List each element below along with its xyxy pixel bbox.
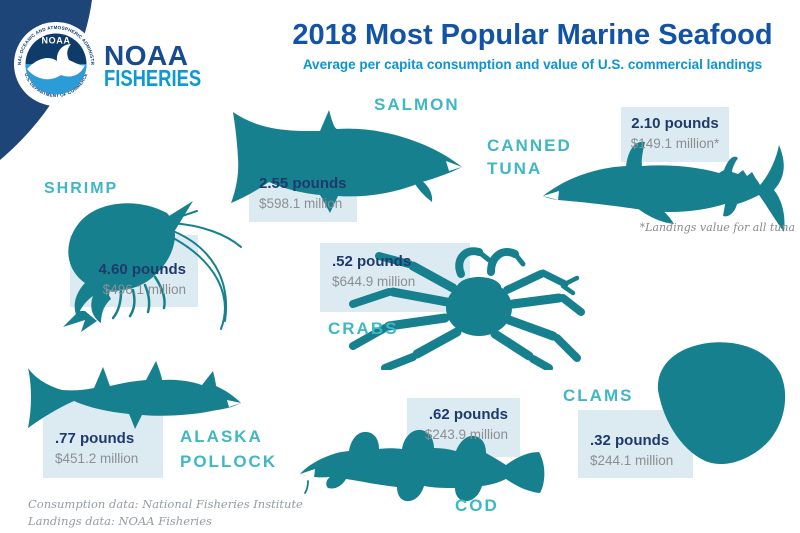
tuna-footnote: *Landings value for all tuna: [639, 221, 795, 234]
shrimp-label: SHRIMP: [44, 180, 119, 197]
crabs-pounds: .52 pounds: [332, 253, 412, 270]
shrimp-pounds: 4.60 pounds: [98, 261, 186, 278]
canned-tuna-stat-box: 2.10 pounds $149.1 million*: [621, 107, 729, 162]
crab-silhouette: [349, 247, 585, 370]
clams-pounds: .32 pounds: [590, 432, 670, 449]
salmon-pounds: 2.55 pounds: [259, 175, 347, 192]
salmon-stat-box: 2.55 pounds $598.1 million: [249, 166, 357, 222]
clams-stat-box: .32 pounds $244.1 million: [578, 410, 693, 478]
seagull-icon: [27, 44, 85, 80]
crabs-value: $644.9 million: [332, 274, 416, 289]
canned-tuna-pounds: 2.10 pounds: [631, 115, 719, 132]
canned-tuna-label: CANNED TUNA: [487, 136, 572, 178]
clams-label: CLAMS: [563, 386, 634, 405]
page-title: 2018 Most Popular Marine Seafood: [292, 19, 773, 51]
salmon-value: $598.1 million: [259, 196, 343, 211]
shrimp-silhouette: [63, 201, 242, 332]
alaska-pollock-stat-box: .77 pounds $451.2 million: [43, 397, 163, 478]
shrimp-value: $496.1 million: [102, 282, 186, 297]
cod-silhouette: [300, 429, 545, 502]
clam-silhouette: [657, 342, 786, 464]
title-block: 2018 Most Popular Marine Seafood Average…: [275, 19, 790, 73]
fisheries-wordmark: FISHERIES: [104, 65, 202, 91]
clams-value: $244.1 million: [590, 453, 674, 468]
salmon-label: SALMON: [374, 95, 460, 114]
source-consumption: Consumption data: National Fisheries Ins…: [28, 497, 303, 511]
page-subtitle: Average per capita consumption and value…: [302, 57, 763, 72]
alaska-pollock-value: $451.2 million: [55, 451, 139, 466]
noaa-wordmark: NOAA: [104, 40, 189, 71]
salmon-silhouette: [231, 110, 462, 213]
seal-noaa-word: NOAA: [42, 36, 71, 46]
crabs-label: CRABS: [328, 319, 399, 338]
source-notes: Consumption data: National Fisheries Ins…: [28, 496, 303, 530]
cod-pounds: .62 pounds: [428, 406, 508, 423]
cod-label: COD: [455, 496, 499, 515]
canned-tuna-value: $149.1 million*: [630, 136, 720, 151]
alaska-pollock-silhouette: [28, 361, 241, 429]
cod-value: $243.9 million: [424, 427, 508, 442]
alaska-pollock-label: ALASKA POLLOCK: [180, 427, 278, 471]
noaa-seal-logo: NATIONAL OCEANIC AND ATMOSPHERIC ADMINIS…: [13, 21, 98, 106]
alaska-pollock-pounds: .77 pounds: [55, 430, 135, 447]
source-landings: Landings data: NOAA Fisheries: [28, 514, 212, 528]
tuna-silhouette: [543, 141, 785, 232]
